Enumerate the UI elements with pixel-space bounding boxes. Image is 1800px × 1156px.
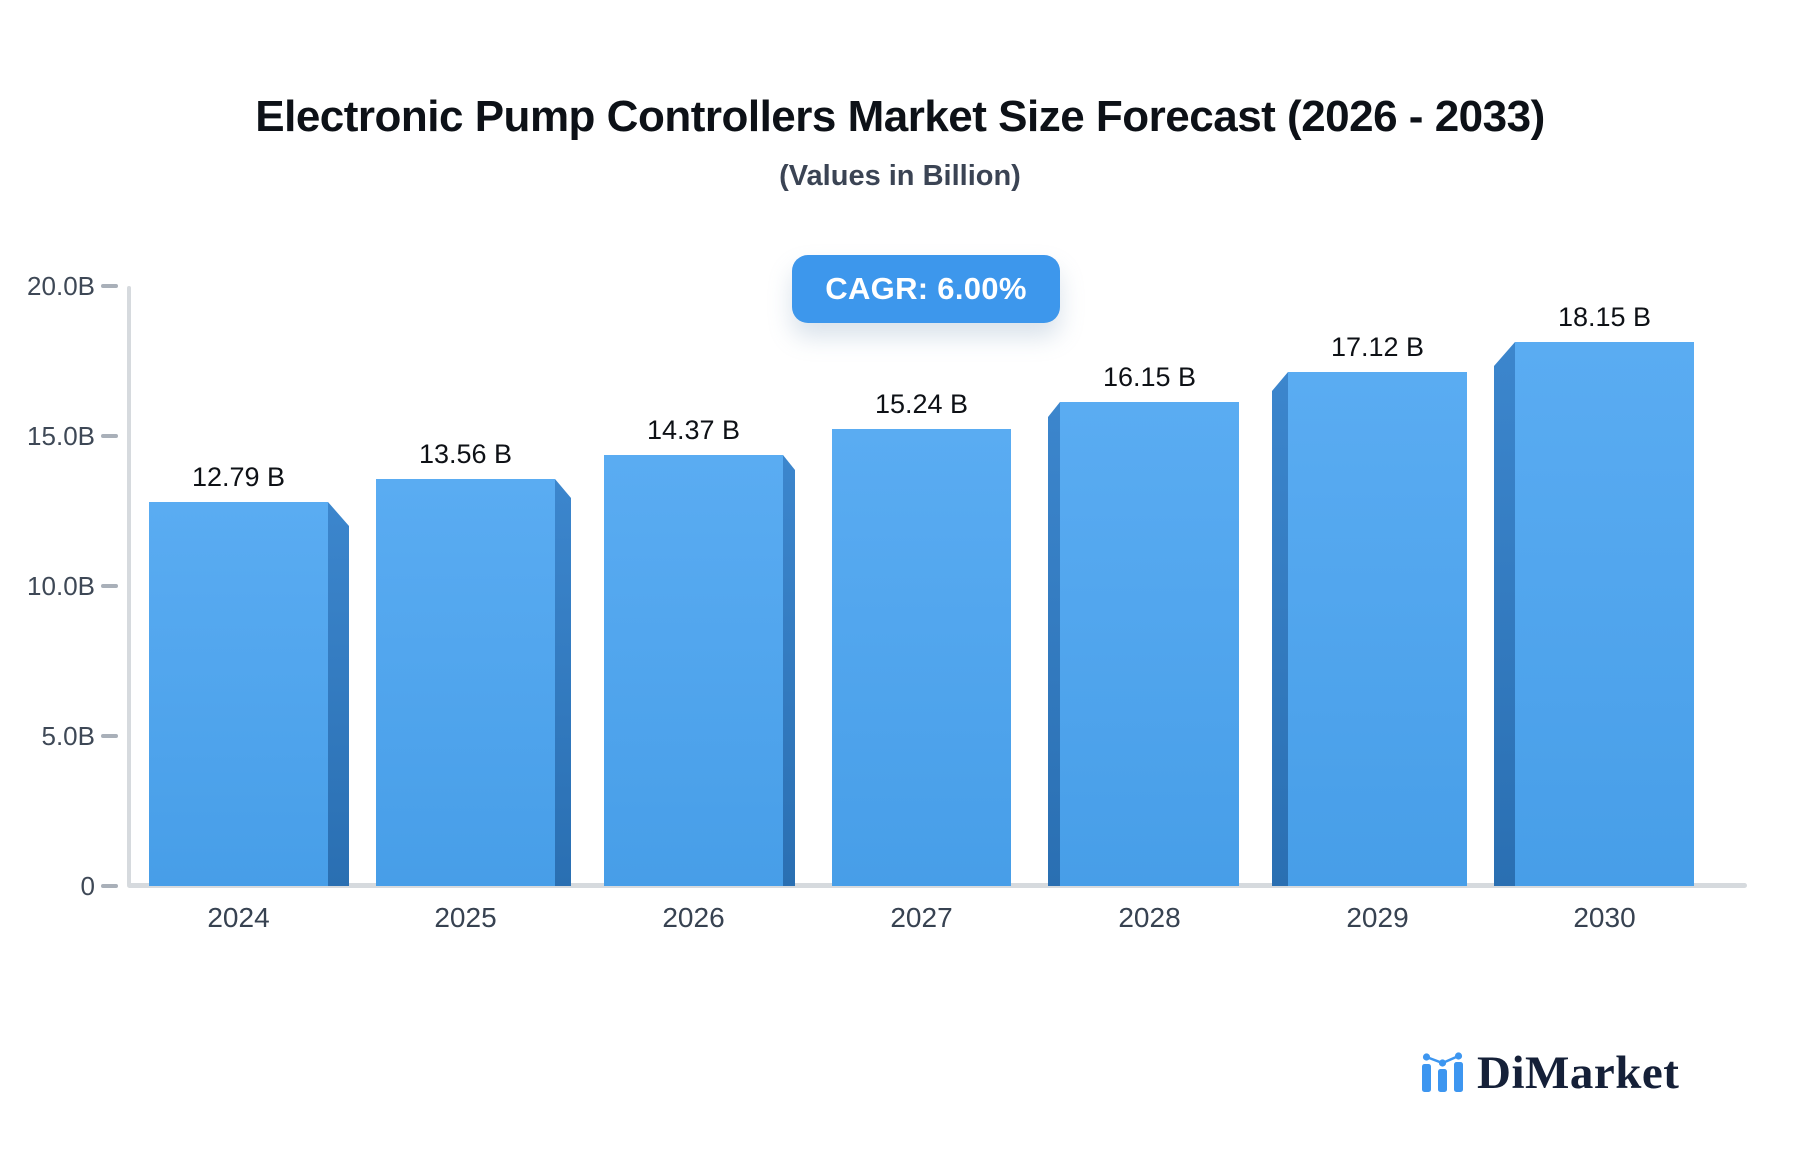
bar-value-label: 15.24 B: [874, 389, 969, 419]
y-tick-label: 0: [80, 871, 95, 901]
y-tick-mark: [101, 284, 118, 288]
bar-side-2026: [783, 455, 795, 886]
bar-2030: [1515, 342, 1694, 886]
x-tick-label: 2028: [1118, 902, 1181, 933]
bar-value-label: 17.12 B: [1330, 332, 1425, 362]
logo-text: DiMarket: [1477, 1047, 1680, 1099]
x-tick-label: 2024: [207, 902, 270, 933]
x-tick-label: 2026: [662, 902, 725, 933]
x-tick-label: 2027: [890, 902, 953, 933]
x-tick-label: 2029: [1346, 902, 1409, 933]
bar-side-2024: [328, 502, 349, 886]
bar-2027: [832, 429, 1011, 886]
y-tick-mark: [101, 434, 118, 438]
bar-2029: [1288, 372, 1467, 886]
bar-value-label: 14.37 B: [646, 415, 741, 445]
bar-side-2028: [1048, 402, 1060, 886]
bar-side-2025: [555, 479, 571, 886]
y-tick-label: 20.0B: [27, 271, 95, 301]
logo: DiMarket: [1421, 1046, 1679, 1100]
cagr-badge-label: CAGR: 6.00%: [825, 271, 1027, 306]
chart-subtitle: (Values in Billion): [779, 160, 1021, 192]
cagr-badge: CAGR: 6.00%: [792, 255, 1060, 323]
bar-value-label: 13.56 B: [418, 439, 513, 469]
x-tick-label: 2025: [434, 902, 497, 933]
bar-side-2030: [1494, 342, 1515, 886]
bar-2024: [149, 502, 328, 886]
bar-value-label: 12.79 B: [191, 462, 286, 492]
bar-side-2029: [1272, 372, 1288, 886]
chart-title: Electronic Pump Controllers Market Size …: [255, 92, 1545, 141]
bar-2026: [604, 455, 783, 886]
y-axis-line: [127, 286, 131, 886]
y-tick-label: 15.0B: [27, 421, 95, 451]
bar-2028: [1060, 402, 1239, 886]
bar-chart-sparkline-icon: [1422, 1052, 1463, 1092]
bar-value-label: 18.15 B: [1557, 302, 1652, 332]
bar-value-label: 16.15 B: [1102, 362, 1197, 392]
y-tick-mark: [101, 884, 118, 888]
y-tick-label: 10.0B: [27, 571, 95, 601]
y-tick-mark: [101, 734, 118, 738]
x-tick-label: 2030: [1573, 902, 1636, 933]
y-tick-label: 5.0B: [41, 721, 96, 751]
y-tick-mark: [101, 584, 118, 588]
bar-2025: [376, 479, 555, 886]
